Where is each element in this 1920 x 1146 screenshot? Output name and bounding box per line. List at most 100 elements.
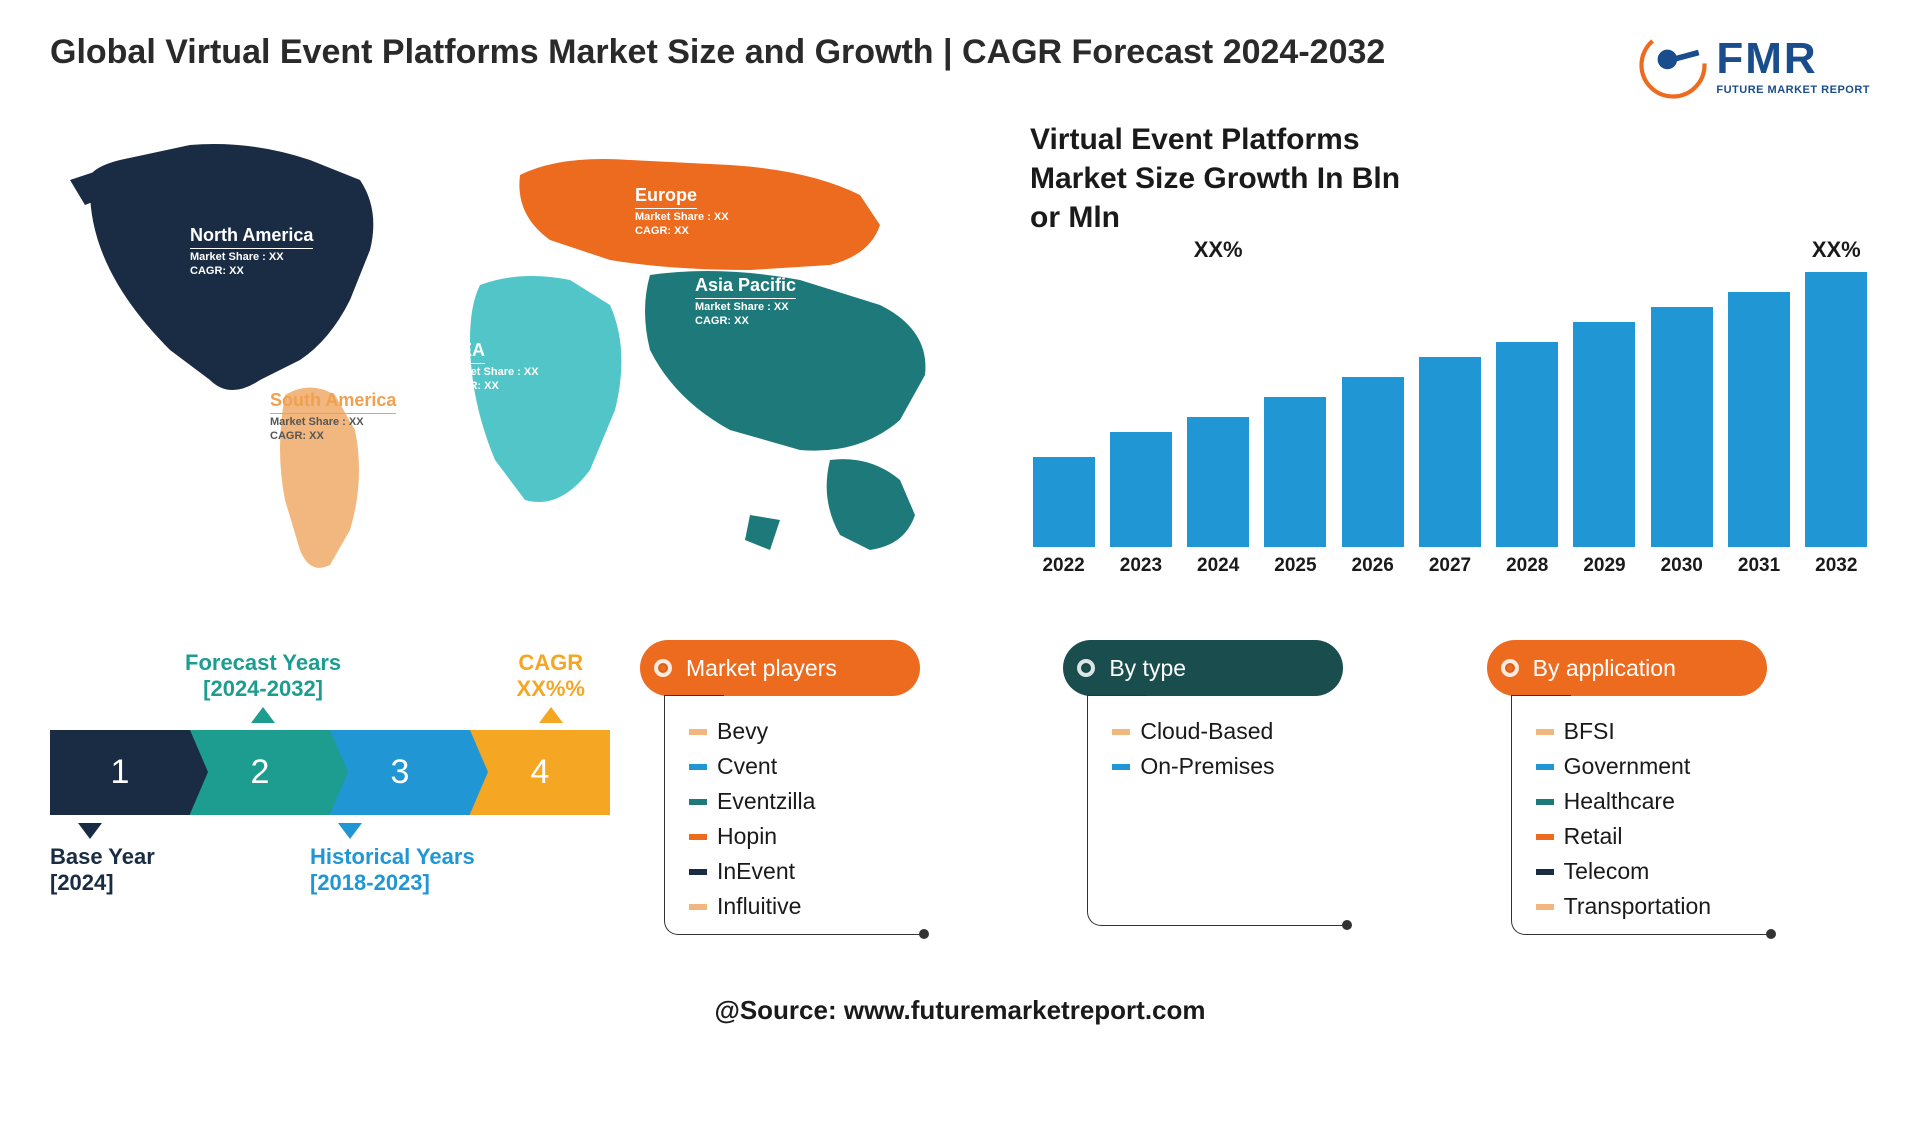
- bar-year-label: 2031: [1738, 555, 1780, 577]
- bar-rect: [1110, 432, 1172, 547]
- timeline-segment-1: 1: [50, 730, 190, 815]
- bar-year-label: 2032: [1815, 555, 1857, 577]
- forecast-label: Forecast Years [2024-2032]: [185, 650, 341, 723]
- bullet-bar-icon: [1536, 729, 1554, 735]
- list-item: Retail: [1536, 819, 1771, 854]
- bar-top-label-2032: XX%: [1812, 237, 1861, 263]
- list-item: Influitive: [689, 889, 924, 924]
- bullet-bar-icon: [1536, 764, 1554, 770]
- bar-rect: [1264, 397, 1326, 547]
- bullet-bar-icon: [1112, 764, 1130, 770]
- logo-text-sub: FUTURE MARKET REPORT: [1716, 84, 1870, 96]
- list-item: Bevy: [689, 714, 924, 749]
- bar-year-label: 2023: [1120, 555, 1162, 577]
- bullet-bar-icon: [689, 904, 707, 910]
- list-item: InEvent: [689, 854, 924, 889]
- category-by-application: By application BFSIGovernmentHealthcareRe…: [1487, 640, 1870, 935]
- bullet-bar-icon: [689, 834, 707, 840]
- bar-year-label: 2027: [1429, 555, 1471, 577]
- bar-year-label: 2029: [1583, 555, 1625, 577]
- historical-label: Historical Years [2018-2023]: [310, 823, 475, 896]
- list-item: BFSI: [1536, 714, 1771, 749]
- bar-year-label: 2025: [1274, 555, 1316, 577]
- bar-year-label: 2026: [1352, 555, 1394, 577]
- bar-rect: [1419, 357, 1481, 547]
- bullet-bar-icon: [689, 869, 707, 875]
- category-list: BevyCventEventzillaHopinInEventInfluitiv…: [665, 714, 924, 924]
- timeline-segment-3: 3: [330, 730, 470, 815]
- list-item: On-Premises: [1112, 749, 1347, 784]
- bar-chart: Virtual Event Platforms Market Size Grow…: [1010, 120, 1870, 580]
- bar-rect: [1573, 322, 1635, 547]
- timeline-segment-4: 4: [470, 730, 610, 815]
- page-title: Global Virtual Event Platforms Market Si…: [50, 30, 1385, 74]
- category-market-players: Market playersBevyCventEventzillaHopinIn…: [640, 640, 1023, 935]
- chart-title: Virtual Event Platforms Market Size Grow…: [1030, 120, 1430, 237]
- bar-2023: 2023: [1107, 267, 1174, 577]
- map-region-europe: EuropeMarket Share : XXCAGR: XX: [635, 185, 729, 237]
- bar-rect: [1805, 272, 1867, 547]
- source-text: @Source: www.futuremarketreport.com: [50, 995, 1870, 1026]
- bar-2026: 2026: [1339, 267, 1406, 577]
- bar-2032: XX%2032: [1803, 267, 1870, 577]
- bar-year-label: 2030: [1661, 555, 1703, 577]
- bar-2028: 2028: [1494, 267, 1561, 577]
- category-by-type: By type Cloud-BasedOn-Premises: [1063, 640, 1446, 935]
- fmr-logo-icon: [1638, 30, 1708, 100]
- base-year-label: Base Year [2024]: [50, 823, 155, 896]
- bar-2027: 2027: [1416, 267, 1483, 577]
- map-region-north-america: North AmericaMarket Share : XXCAGR: XX: [190, 225, 313, 277]
- category-list: Cloud-BasedOn-Premises: [1088, 714, 1347, 784]
- list-item: Cloud-Based: [1112, 714, 1347, 749]
- bar-2022: 2022: [1030, 267, 1097, 577]
- world-map: North AmericaMarket Share : XXCAGR: XX So…: [50, 120, 970, 580]
- bar-rect: [1496, 342, 1558, 547]
- bar-2029: 2029: [1571, 267, 1638, 577]
- bullet-bar-icon: [689, 799, 707, 805]
- bar-rect: [1342, 377, 1404, 547]
- bullet-bar-icon: [1536, 869, 1554, 875]
- bar-2024: XX%2024: [1185, 267, 1252, 577]
- bar-year-label: 2024: [1197, 555, 1239, 577]
- bullet-bar-icon: [1536, 799, 1554, 805]
- bullet-bar-icon: [689, 764, 707, 770]
- fmr-logo: FMR FUTURE MARKET REPORT: [1638, 30, 1870, 100]
- list-item: Transportation: [1536, 889, 1771, 924]
- category-title: Market players: [686, 655, 837, 682]
- list-item: Healthcare: [1536, 784, 1771, 819]
- category-title: By application: [1533, 655, 1676, 682]
- list-item: Cvent: [689, 749, 924, 784]
- bar-year-label: 2022: [1042, 555, 1084, 577]
- bar-rect: [1728, 292, 1790, 547]
- map-region-mea: MEAMarket Share : XXCAGR: XX: [445, 340, 539, 392]
- list-item: Telecom: [1536, 854, 1771, 889]
- list-item: Government: [1536, 749, 1771, 784]
- bar-2030: 2030: [1648, 267, 1715, 577]
- bullet-bar-icon: [1536, 904, 1554, 910]
- timeline: Forecast Years [2024-2032] CAGR XX%% 123…: [50, 640, 610, 913]
- list-item: Hopin: [689, 819, 924, 854]
- list-item: Eventzilla: [689, 784, 924, 819]
- timeline-segment-2: 2: [190, 730, 330, 815]
- bar-2025: 2025: [1262, 267, 1329, 577]
- category-header: Market players: [640, 640, 920, 696]
- category-title: By type: [1109, 655, 1186, 682]
- category-list: BFSIGovernmentHealthcareRetailTelecomTra…: [1512, 714, 1771, 924]
- map-region-south-america: South AmericaMarket Share : XXCAGR: XX: [270, 390, 396, 442]
- bar-rect: [1187, 417, 1249, 547]
- bullet-icon: [1077, 659, 1095, 677]
- cagr-label: CAGR XX%%: [517, 650, 585, 723]
- bullet-icon: [1501, 659, 1519, 677]
- bar-year-label: 2028: [1506, 555, 1548, 577]
- bar-top-label-2024: XX%: [1194, 237, 1243, 263]
- bar-rect: [1651, 307, 1713, 547]
- bar-rect: [1033, 457, 1095, 547]
- category-header: By type: [1063, 640, 1343, 696]
- bullet-bar-icon: [1536, 834, 1554, 840]
- bullet-icon: [654, 659, 672, 677]
- category-header: By application: [1487, 640, 1767, 696]
- map-region-asia-pacific: Asia PacificMarket Share : XXCAGR: XX: [695, 275, 796, 327]
- bullet-bar-icon: [1112, 729, 1130, 735]
- logo-text-fmr: FMR: [1716, 34, 1870, 84]
- bar-2031: 2031: [1725, 267, 1792, 577]
